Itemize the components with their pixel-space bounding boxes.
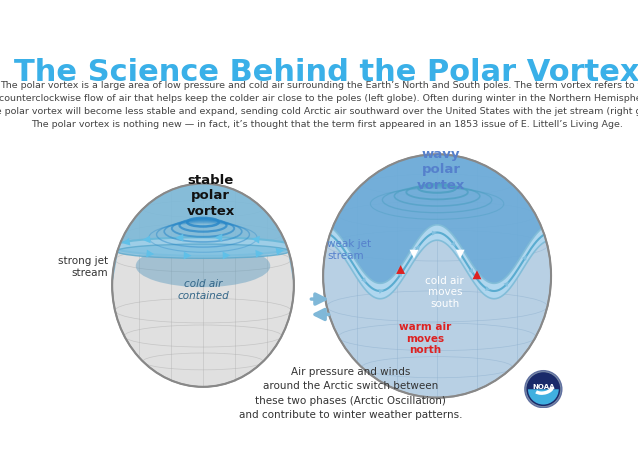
- Text: cold air
contained: cold air contained: [177, 279, 229, 300]
- Text: strong jet
stream: strong jet stream: [58, 256, 108, 277]
- Text: The Science Behind the Polar Vortex: The Science Behind the Polar Vortex: [14, 57, 638, 86]
- Text: NOAA: NOAA: [532, 383, 554, 389]
- Polygon shape: [323, 155, 551, 284]
- Circle shape: [525, 371, 562, 408]
- Circle shape: [528, 374, 559, 405]
- Text: The polar vortex is a large area of low pressure and cold air surrounding the Ea: The polar vortex is a large area of low …: [0, 81, 638, 129]
- Ellipse shape: [323, 155, 551, 398]
- Text: weak jet
stream: weak jet stream: [327, 239, 371, 260]
- Text: warm air
moves
north: warm air moves north: [399, 321, 452, 354]
- Ellipse shape: [112, 238, 293, 256]
- Text: wavy
polar
vortex: wavy polar vortex: [417, 147, 465, 191]
- Text: stable
polar
vortex: stable polar vortex: [186, 174, 235, 217]
- Wedge shape: [528, 389, 559, 405]
- Ellipse shape: [136, 245, 271, 287]
- Text: cold air
moves
south: cold air moves south: [426, 275, 464, 308]
- Ellipse shape: [117, 245, 290, 259]
- Polygon shape: [112, 184, 294, 285]
- Text: Air pressure and winds
around the Arctic switch between
these two phases (Arctic: Air pressure and winds around the Arctic…: [239, 366, 463, 420]
- Wedge shape: [528, 374, 559, 389]
- Circle shape: [526, 372, 560, 406]
- Ellipse shape: [112, 184, 294, 387]
- Polygon shape: [323, 225, 551, 299]
